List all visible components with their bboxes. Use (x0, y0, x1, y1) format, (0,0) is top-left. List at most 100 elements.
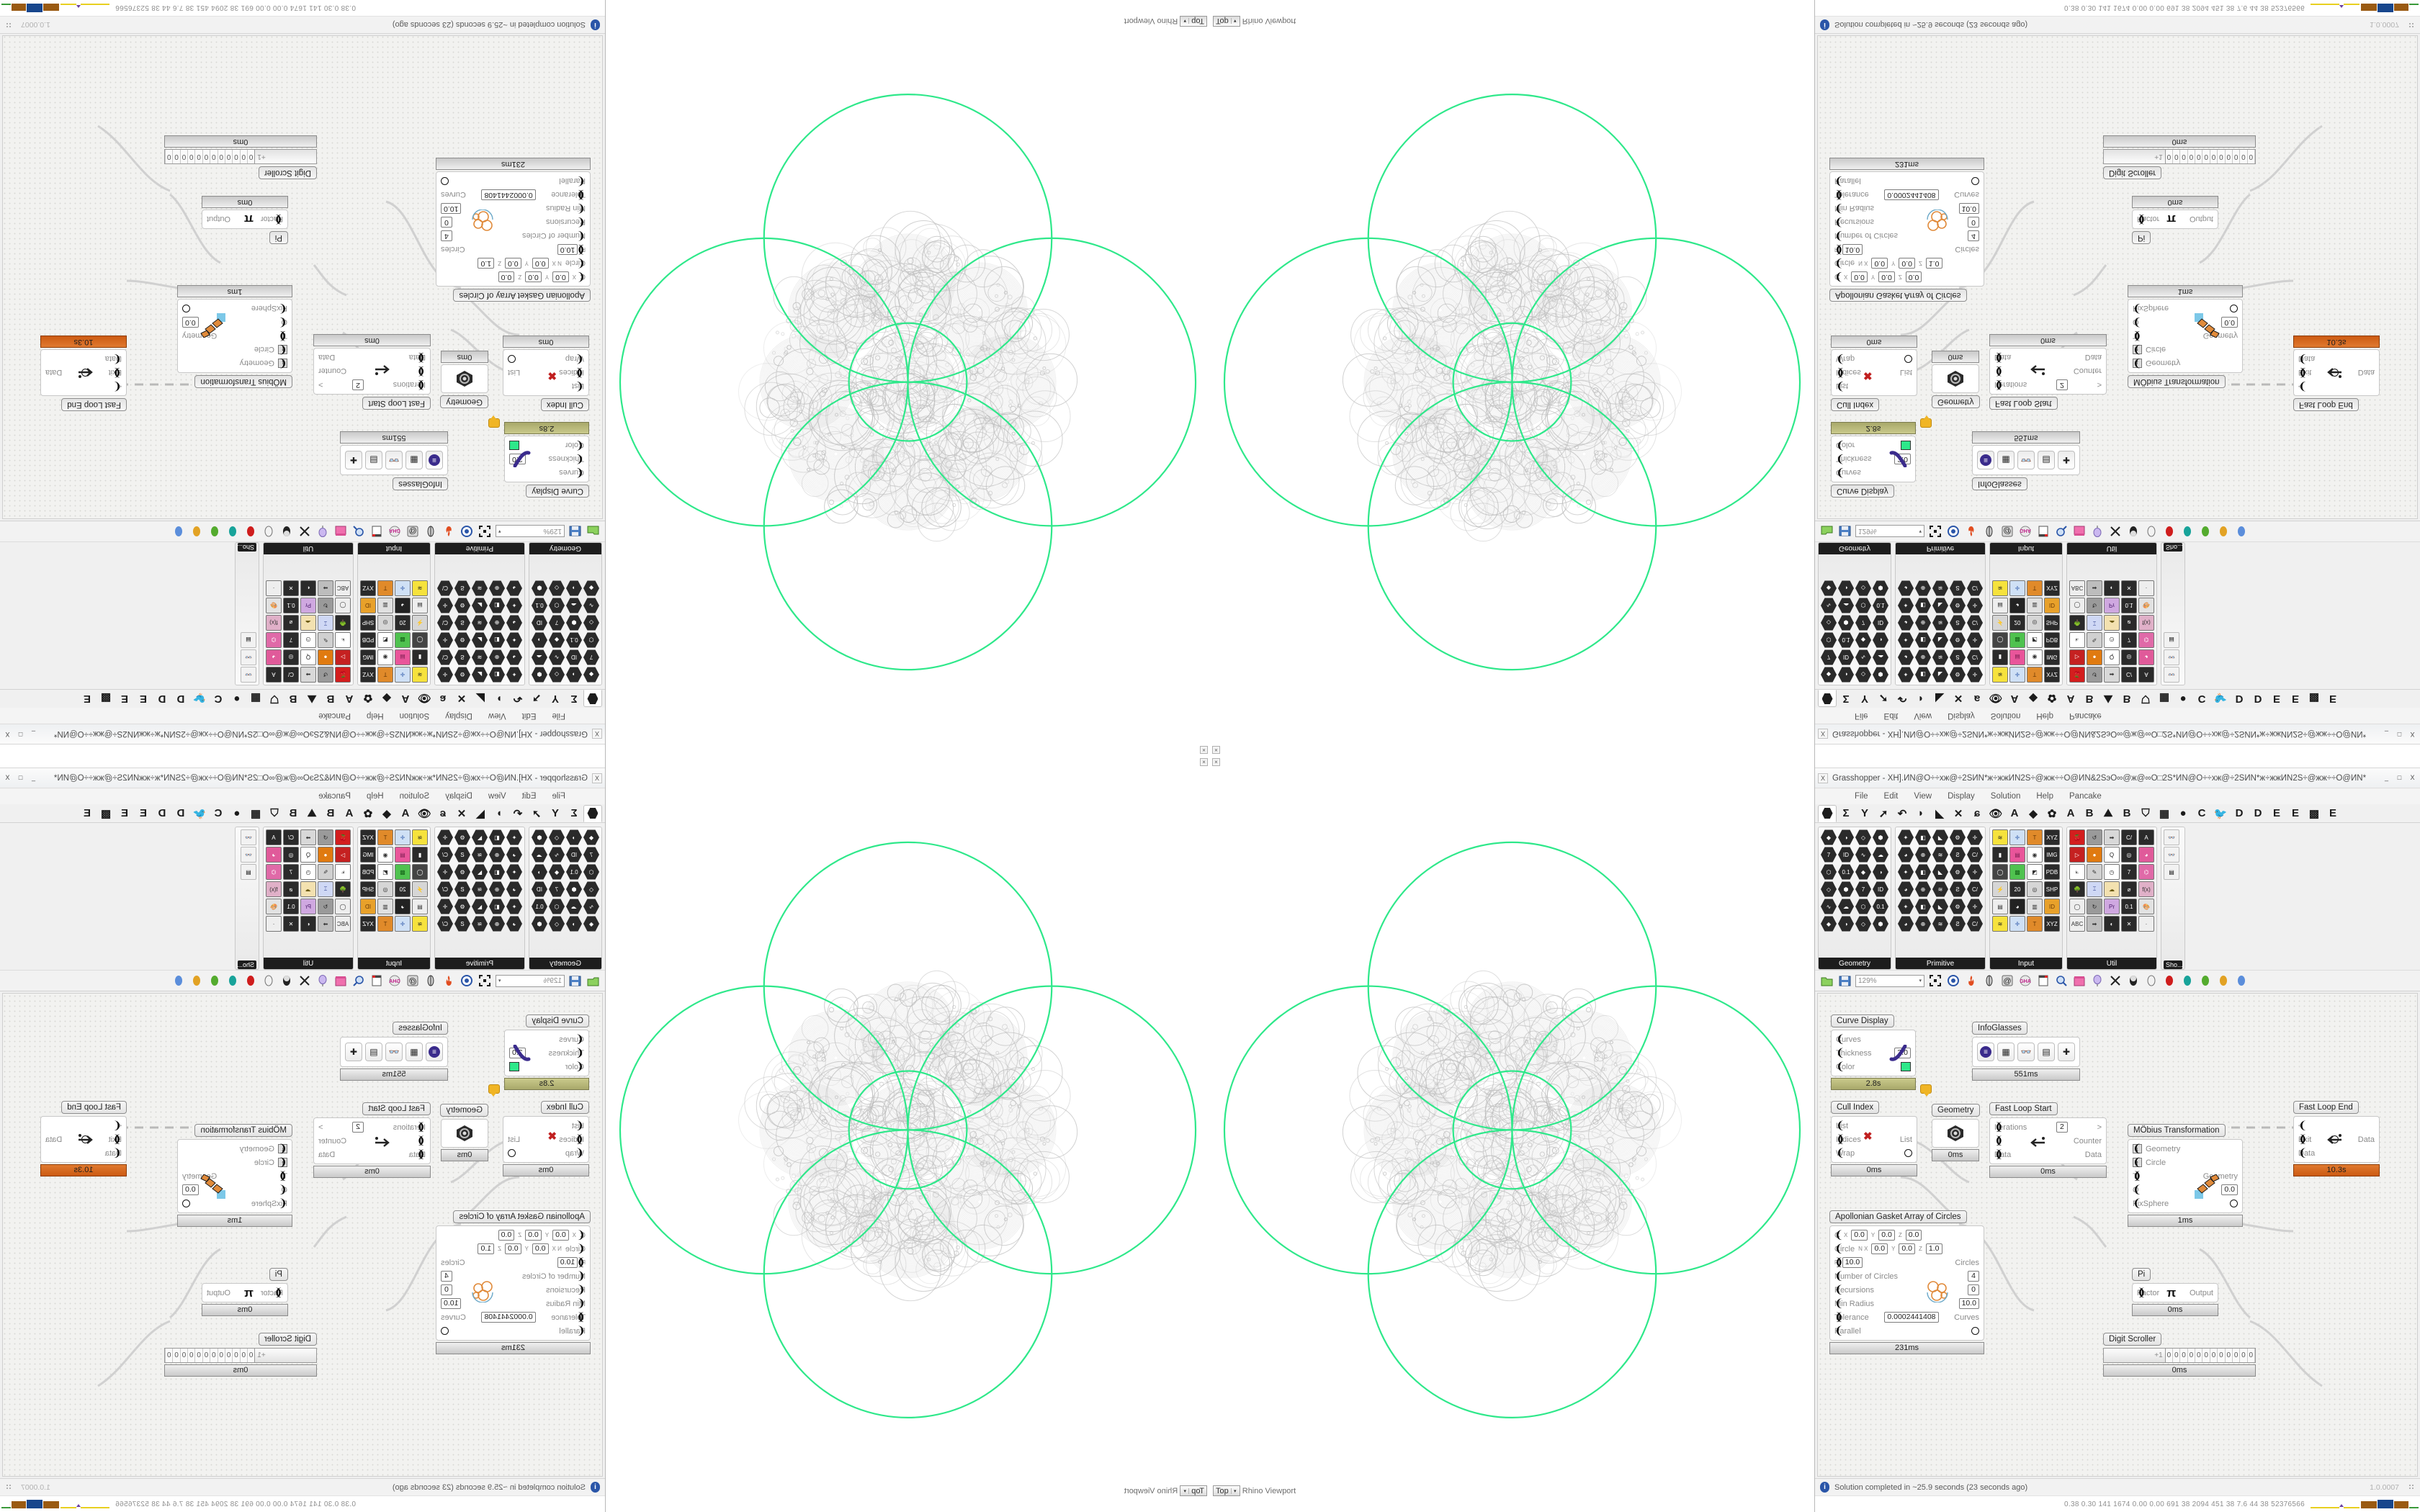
component-icon-0-9[interactable]: 0.1 (1838, 632, 1854, 648)
input-icon-19[interactable]: ID (2044, 598, 2060, 613)
util-icon-2[interactable]: ➡ (300, 829, 316, 845)
input-icon-14[interactable]: ◎ (377, 881, 393, 897)
tab-addon-dither-tab[interactable]: ▩ (97, 690, 115, 708)
input-port[interactable]: ❨ (1836, 380, 1845, 393)
node-caption[interactable]: InfoGlasses (393, 477, 448, 490)
input-icon-2[interactable]: T (377, 829, 393, 845)
quadrant-top-left[interactable]: × Top ▾ Rhino Viewport X Grasshopper - X… (0, 0, 1210, 756)
tab-addon-d2-tab[interactable]: D (2249, 805, 2267, 822)
util-icon-10[interactable]: ⟀ (335, 632, 351, 648)
grasshopper-window[interactable]: X Grasshopper - XH].ИN@O÷÷xж@÷2SИN*ж÷жжИ… (1815, 756, 2420, 1512)
component-icon-0-11[interactable]: ◑ (1873, 864, 1888, 880)
close-icon[interactable]: X (2410, 731, 2415, 738)
node-curve-display[interactable]: Curve Display ❨ Curves ❨ Thickness 2.0 ❨ Color 2… (504, 422, 589, 498)
save-file-icon[interactable] (568, 524, 583, 539)
component-icon-1-2[interactable]: ◣ (472, 829, 488, 845)
puzzle-icon[interactable]: ✚ (2058, 1043, 2075, 1061)
window-controls[interactable]: _ □ X (2382, 729, 2417, 739)
digit-cell[interactable]: 0 (2180, 1349, 2188, 1362)
chevron-down-icon[interactable]: ▾ (498, 978, 501, 984)
component-icon-1-3[interactable]: ⚙ (454, 667, 470, 683)
tab-addon-e2-tab[interactable]: E (2286, 805, 2305, 822)
tab-addon-e3-tab[interactable]: E (78, 690, 97, 708)
preview-icon[interactable] (1945, 524, 1960, 539)
grasshopper-rhino-panel[interactable]: × Top ▾ Rhino Viewport X Grasshopper - X… (1210, 756, 2420, 1512)
input-port[interactable]: ❨ (1836, 439, 1845, 452)
component-icon-0-4[interactable]: 7 (1821, 649, 1837, 665)
input-port[interactable]: ❨ (278, 1183, 287, 1196)
preview-icon[interactable] (460, 524, 475, 539)
node-infoglasses[interactable]: InfoGlasses ≡ ▦ 👓 ▤ ✚ 551ms (340, 431, 448, 491)
chevron-down-icon[interactable]: ▾ (1919, 528, 1922, 534)
util-icon-25[interactable]: ABC (2069, 580, 2085, 596)
menu-item-pancake[interactable]: Pancake (318, 792, 351, 801)
tab-addon-a2-tab[interactable]: A (340, 805, 359, 822)
warning-bubble-icon[interactable] (1920, 1084, 1932, 1097)
component-icon-0-23[interactable]: ⬢ (532, 916, 547, 932)
component-icon-0-19[interactable]: 0.1 (532, 899, 547, 914)
rendered-icon[interactable] (243, 524, 259, 539)
component-icon-0-13[interactable]: ⬢ (566, 615, 582, 631)
infoglasses-buttons[interactable]: ≡ ▦ 👓 ▤ ✚ (341, 1040, 447, 1064)
input-port[interactable]: ❨ (576, 1283, 586, 1296)
tab-intersect-tab[interactable]: ✕ (452, 690, 471, 708)
tab-addon-shield-tab[interactable]: ⛉ (265, 805, 284, 822)
util-icon-22[interactable]: Pr (300, 899, 316, 914)
teal-capsule-icon[interactable] (2179, 973, 2195, 989)
util-icon-9[interactable]: ◕ (2138, 649, 2154, 665)
menu-item-help[interactable]: Help (2036, 711, 2054, 720)
menu-item-display[interactable]: Display (1948, 711, 1975, 720)
output-port[interactable]: ❩ (2133, 330, 2142, 343)
input-port[interactable]: ❨ (576, 1269, 586, 1282)
input-port[interactable]: ❨ (1834, 1228, 1844, 1241)
util-icon-4[interactable]: A (266, 829, 282, 845)
tab-addon-c-tab[interactable]: C (2192, 805, 2211, 822)
digit-cell[interactable]: 0 (2180, 150, 2188, 163)
component-icon-0-13[interactable]: ⬢ (566, 881, 582, 897)
component-icon-0-6[interactable]: ∿ (549, 649, 565, 665)
warning-bubble-icon[interactable] (488, 1084, 500, 1094)
chevron-down-icon[interactable]: ▾ (1183, 18, 1190, 24)
menu-bar[interactable]: File Edit View Display Solution Help Pancake (1815, 708, 2420, 724)
blue-capsule-icon[interactable] (2233, 973, 2249, 989)
input-icon-21[interactable]: ✛ (2009, 916, 2025, 932)
display-icon-2[interactable]: ▤ (241, 632, 256, 648)
grasshopper-window[interactable]: X Grasshopper - XH].ИN@O÷÷xж@÷2SИN*ж÷жжИ… (1815, 0, 2420, 756)
display-icon-1[interactable]: 👓 (241, 847, 256, 863)
util-icon-19[interactable]: f(x) (266, 615, 282, 631)
input-icon-10[interactable]: ◩ (2027, 632, 2043, 648)
node-caption[interactable]: Fast Loop End (61, 1101, 127, 1114)
canvas-toolbar[interactable]: 129% ▾ @ GHA (1815, 970, 2420, 991)
component-icon-1-11[interactable]: ◧ (1915, 864, 1931, 880)
component-icon-1-11[interactable]: ◧ (1915, 632, 1931, 648)
digit-cell[interactable]: 0 (2240, 150, 2248, 163)
component-icon-1-17[interactable]: ≋ (1932, 881, 1948, 897)
digit-scroller-widget[interactable]: +1 0 0 0 0 0 0 0 0 0 0 0 0 (2103, 149, 2256, 164)
param-value[interactable]: 0 (441, 1284, 452, 1295)
digit-cell[interactable]: 0 (2225, 150, 2233, 163)
digit-cell[interactable]: 0 (2247, 1349, 2255, 1362)
input-icon-20[interactable]: ≋ (412, 580, 428, 596)
input-port[interactable]: ❨ (2298, 380, 2308, 393)
notes-icon[interactable] (2035, 524, 2051, 539)
chevron-down-icon[interactable]: ▾ (1919, 978, 1922, 984)
input-icon-11[interactable]: PDB (2044, 632, 2060, 648)
tab-addon-e-tab[interactable]: E (134, 690, 153, 708)
output-port[interactable]: ❩ (2298, 1133, 2308, 1146)
boolean-toggle[interactable] (182, 1200, 190, 1207)
node-body[interactable]: ❨ Curves ❨ Thickness 2.0 ❨ Color (1831, 1030, 1916, 1076)
component-icon-1-18[interactable]: Ƨ (454, 881, 470, 897)
tab-surface-tab[interactable]: ◗ (490, 805, 508, 822)
component-icon-0-4[interactable]: 7 (583, 847, 599, 863)
tab-addon-bird-tab[interactable]: 🐦 (190, 690, 209, 708)
output-port[interactable]: ❩ (1994, 1134, 2004, 1147)
node-fast-loop-end[interactable]: Fast Loop End ❨ < ❨ Exit Data ❩ ❨ Data 10.3s (2293, 1100, 2380, 1176)
tab-addon-bird-tab[interactable]: 🐦 (2211, 690, 2230, 708)
viewport-view-dropdown[interactable]: Top ▾ (1180, 1485, 1207, 1496)
component-icon-1-14[interactable]: ✛ (437, 864, 453, 880)
grid-icon[interactable]: ▦ (1997, 1043, 2015, 1061)
component-icon-1-23[interactable]: ⚙ (1950, 899, 1966, 914)
param-value[interactable]: 0.0002441408 (1884, 1312, 1939, 1323)
save-file-icon[interactable] (1837, 973, 1852, 989)
tab-addon-brain-tab[interactable]: ✿ (2043, 805, 2061, 822)
